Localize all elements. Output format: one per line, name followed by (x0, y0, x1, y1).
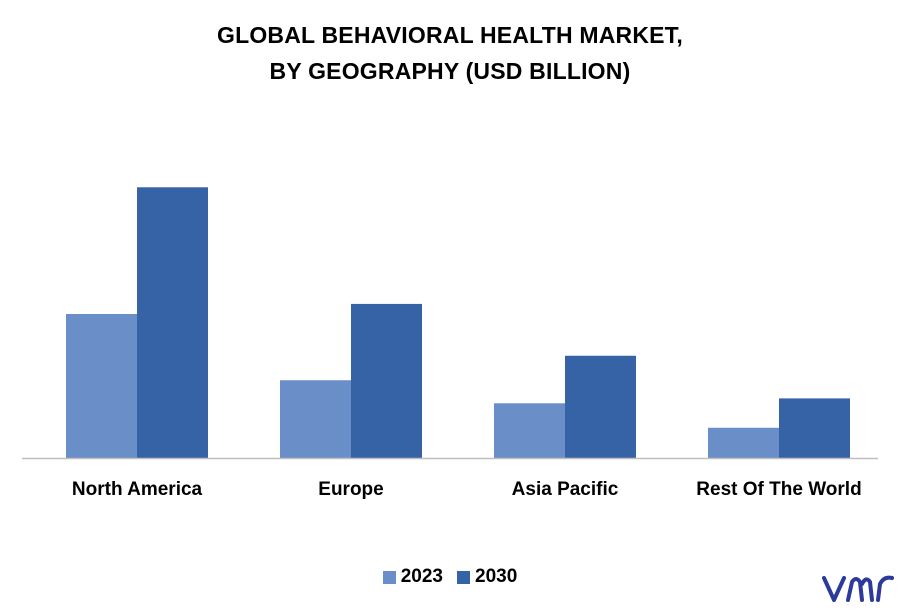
bar-2023-europe (280, 380, 351, 458)
legend-swatch-2023 (382, 570, 396, 584)
chart-title: GLOBAL BEHAVIORAL HEALTH MARKET, (217, 22, 683, 48)
chart-subtitle: BY GEOGRAPHY (USD BILLION) (269, 58, 631, 84)
legend-item-2030: 2030 (457, 566, 517, 588)
x-tick-label: Rest Of The World (696, 479, 861, 500)
legend-item-2023: 2023 (382, 566, 443, 588)
bar-2030-north-america (137, 187, 208, 458)
bar-2030-europe (351, 303, 422, 458)
vmr-logo-icon (822, 575, 894, 602)
legend-label-2023: 2023 (400, 566, 443, 587)
x-tick-label: North America (72, 479, 203, 500)
bar-2030-rest-of-the-world (779, 398, 850, 458)
chart-legend: 2023 2030 (0, 566, 900, 588)
x-tick-label: Asia Pacific (512, 479, 619, 500)
bar-2023-rest-of-the-world (708, 427, 779, 458)
bar-2023-asia-pacific (494, 403, 565, 458)
bar-2023-north-america (66, 314, 137, 458)
legend-swatch-2030 (457, 570, 470, 584)
x-tick-label: Europe (318, 479, 383, 500)
bar-2030-asia-pacific (565, 355, 636, 458)
legend-label-2030: 2030 (475, 566, 518, 587)
